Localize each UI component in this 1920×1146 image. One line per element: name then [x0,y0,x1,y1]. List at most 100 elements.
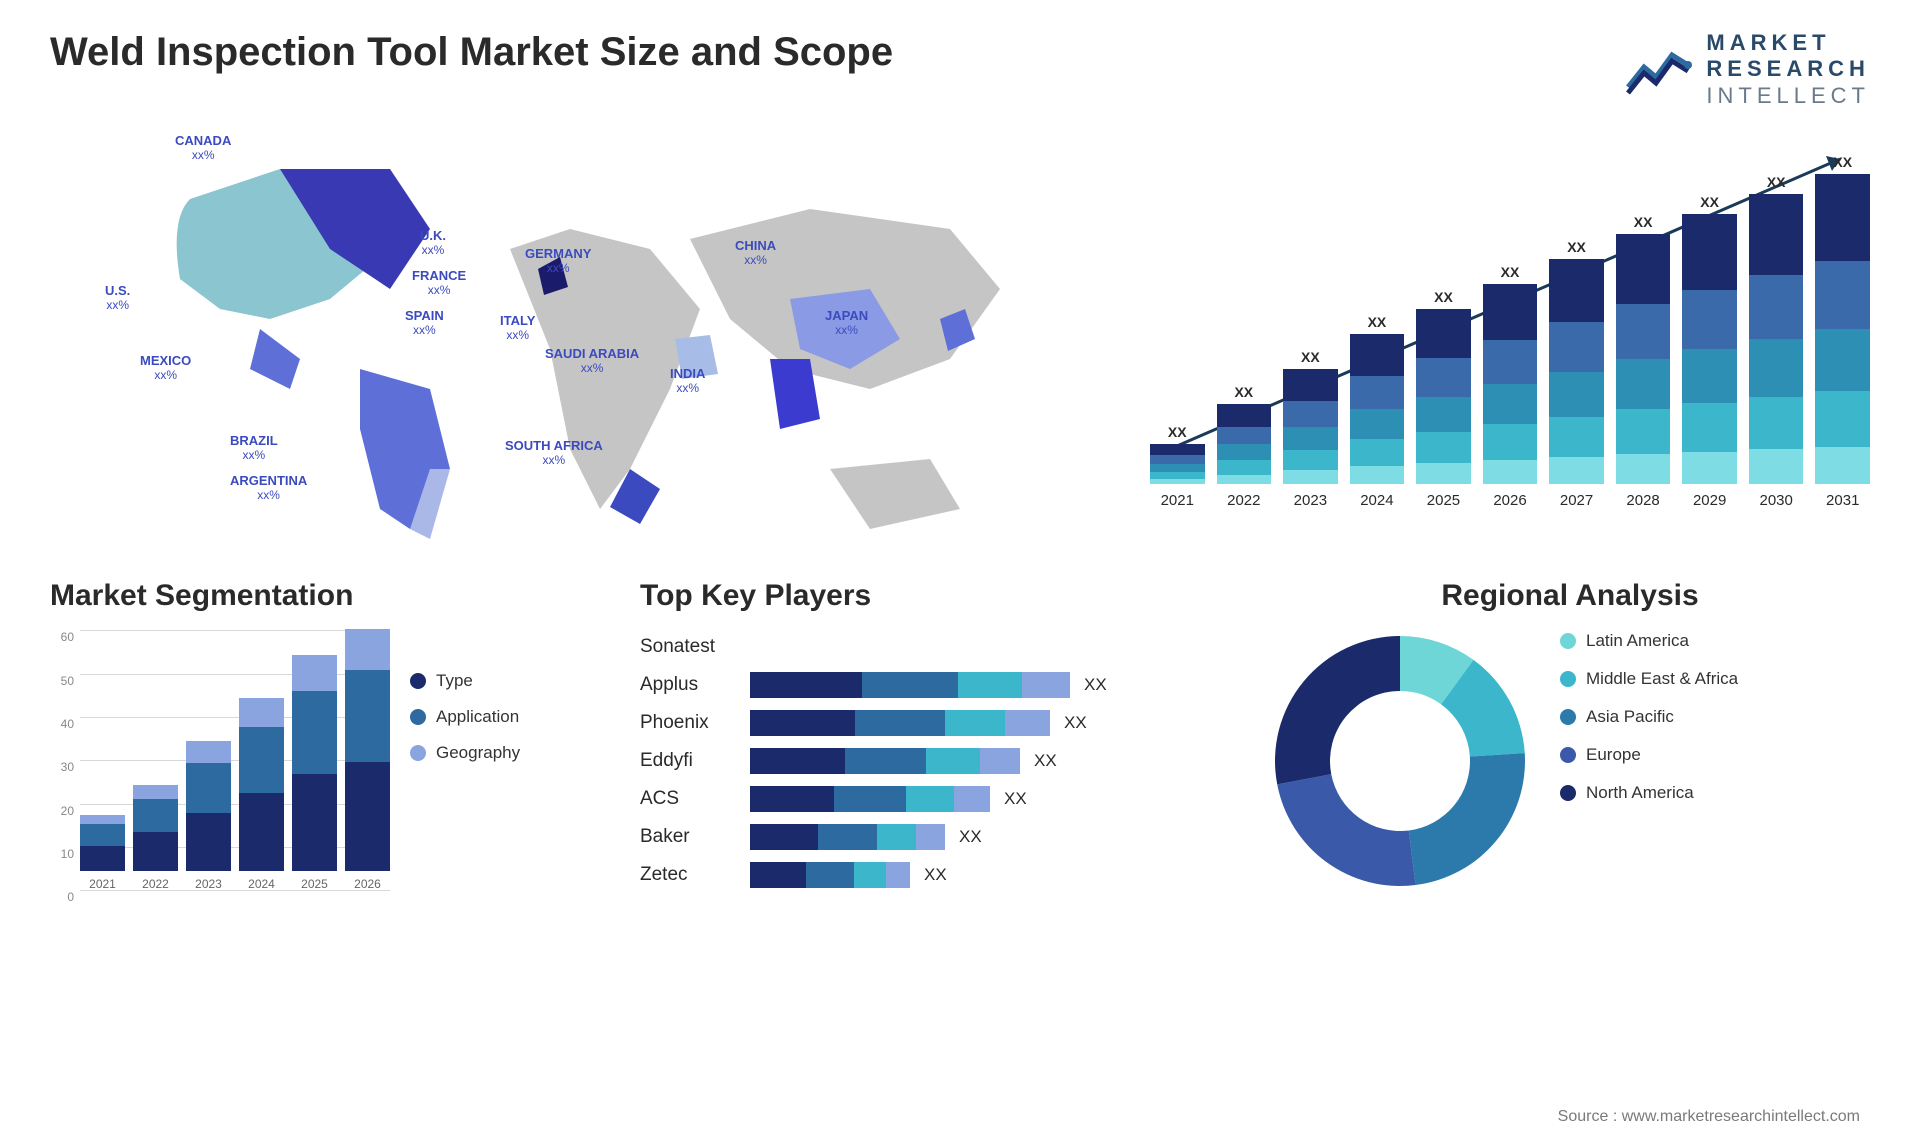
player-row: ACS XX [640,783,1240,815]
seg-ytick: 40 [61,717,74,731]
player-value: XX [1034,751,1057,771]
key-players-panel: Top Key Players SonatestApplusXXPhoenixX… [640,579,1240,921]
main-bar-value: XX [1634,214,1653,230]
player-name: Eddyfi [640,750,750,772]
map-label: MEXICOxx% [140,354,191,383]
main-bar-value: XX [1434,289,1453,305]
player-value: XX [1084,675,1107,695]
segmentation-chart: 0102030405060 202120222023202420252026 [50,631,390,921]
legend-label: Type [436,671,473,691]
main-bar: XX 2026 [1483,264,1538,509]
map-label: U.K.xx% [420,229,446,258]
main-bar-year: 2031 [1826,492,1859,509]
legend-label: North America [1586,783,1694,803]
map-label: CANADAxx% [175,134,231,163]
player-row: Sonatest [640,631,1240,663]
logo-line1: MARKET [1706,30,1830,55]
regional-title: Regional Analysis [1270,579,1870,613]
legend-dot [1560,785,1576,801]
player-bar [750,710,1050,736]
map-label: FRANCExx% [412,269,466,298]
seg-ytick: 30 [61,760,74,774]
main-bar-value: XX [1767,174,1786,190]
main-bar-year: 2026 [1493,492,1526,509]
main-bar: XX2028 [1616,214,1671,509]
seg-ytick: 10 [61,847,74,861]
map-label: ARGENTINAxx% [230,474,307,503]
main-bar: XX2021 [1150,424,1205,509]
player-value: XX [924,865,947,885]
segmentation-legend: Type Application Geography [410,671,520,921]
legend-dot [1560,709,1576,725]
player-name: Applus [640,674,750,696]
main-bar: XX 2031 [1815,154,1870,509]
map-label: SOUTH AFRICAxx% [505,439,603,468]
map-label: SAUDI ARABIAxx% [545,347,639,376]
player-bar [750,748,1020,774]
main-bar-year: 2021 [1161,492,1194,509]
legend-dot [1560,671,1576,687]
main-bar-year: 2022 [1227,492,1260,509]
player-row: Zetec XX [640,859,1240,891]
legend-dot [410,709,426,725]
seg-year: 2025 [301,877,328,891]
main-bar: XX 2029 [1682,194,1737,509]
map-label: SPAINxx% [405,309,444,338]
legend-item: Asia Pacific [1560,707,1738,727]
main-bar: XX2027 [1549,239,1604,509]
donut-segment [1409,753,1525,885]
legend-dot [1560,747,1576,763]
seg-year: 2021 [89,877,116,891]
player-row: PhoenixXX [640,707,1240,739]
legend-item: Middle East & Africa [1560,669,1738,689]
map-label: U.S.xx% [105,284,130,313]
player-row: BakerXX [640,821,1240,853]
page-title: Weld Inspection Tool Market Size and Sco… [50,30,893,75]
seg-bar: 2026 [345,629,390,892]
main-bar: XX2030 [1749,174,1804,509]
legend-label: Geography [436,743,520,763]
key-players-title: Top Key Players [640,579,1240,613]
seg-year: 2024 [248,877,275,891]
seg-year: 2026 [354,877,381,891]
legend-label: Asia Pacific [1586,707,1674,727]
regional-donut [1270,631,1530,891]
source-text: Source : www.marketresearchintellect.com [1558,1108,1860,1126]
seg-bar: 2024 [239,698,284,891]
main-bar-value: XX [1700,194,1719,210]
legend-label: Middle East & Africa [1586,669,1738,689]
donut-segment [1275,636,1400,784]
main-bar-year: 2029 [1693,492,1726,509]
legend-item: North America [1560,783,1738,803]
legend-dot [410,745,426,761]
legend-dot [1560,633,1576,649]
world-map-panel: CANADAxx% U.S.xx% MEXICOxx% BRAZILxx% ARGENT… [50,129,1110,549]
seg-ytick: 60 [61,630,74,644]
main-bar-value: XX [1501,264,1520,280]
seg-ytick: 0 [67,890,74,904]
legend-item: Type [410,671,520,691]
segmentation-panel: Market Segmentation 0102030405060 202120… [50,579,610,921]
player-name: Zetec [640,864,750,886]
main-bar: XX 2022 [1217,384,1272,509]
player-name: Phoenix [640,712,750,734]
player-name: ACS [640,788,750,810]
player-value: XX [1004,789,1027,809]
regional-panel: Regional Analysis Latin America Middle Ea… [1270,579,1870,921]
legend-item: Application [410,707,520,727]
seg-ytick: 50 [61,674,74,688]
seg-ytick: 20 [61,804,74,818]
main-bar-value: XX [1833,154,1852,170]
main-bar-year: 2025 [1427,492,1460,509]
legend-item: Latin America [1560,631,1738,651]
player-name: Baker [640,826,750,848]
main-bar: XX 2025 [1416,289,1471,509]
brand-logo: MARKET RESEARCH INTELLECT [1624,30,1870,109]
seg-year: 2022 [142,877,169,891]
logo-icon [1624,43,1694,97]
seg-bar: 2025 [292,655,337,892]
main-bar-value: XX [1234,384,1253,400]
player-name: Sonatest [640,636,750,658]
regional-legend: Latin America Middle East & Africa Asia Pa… [1560,631,1738,803]
map-label: BRAZILxx% [230,434,278,463]
